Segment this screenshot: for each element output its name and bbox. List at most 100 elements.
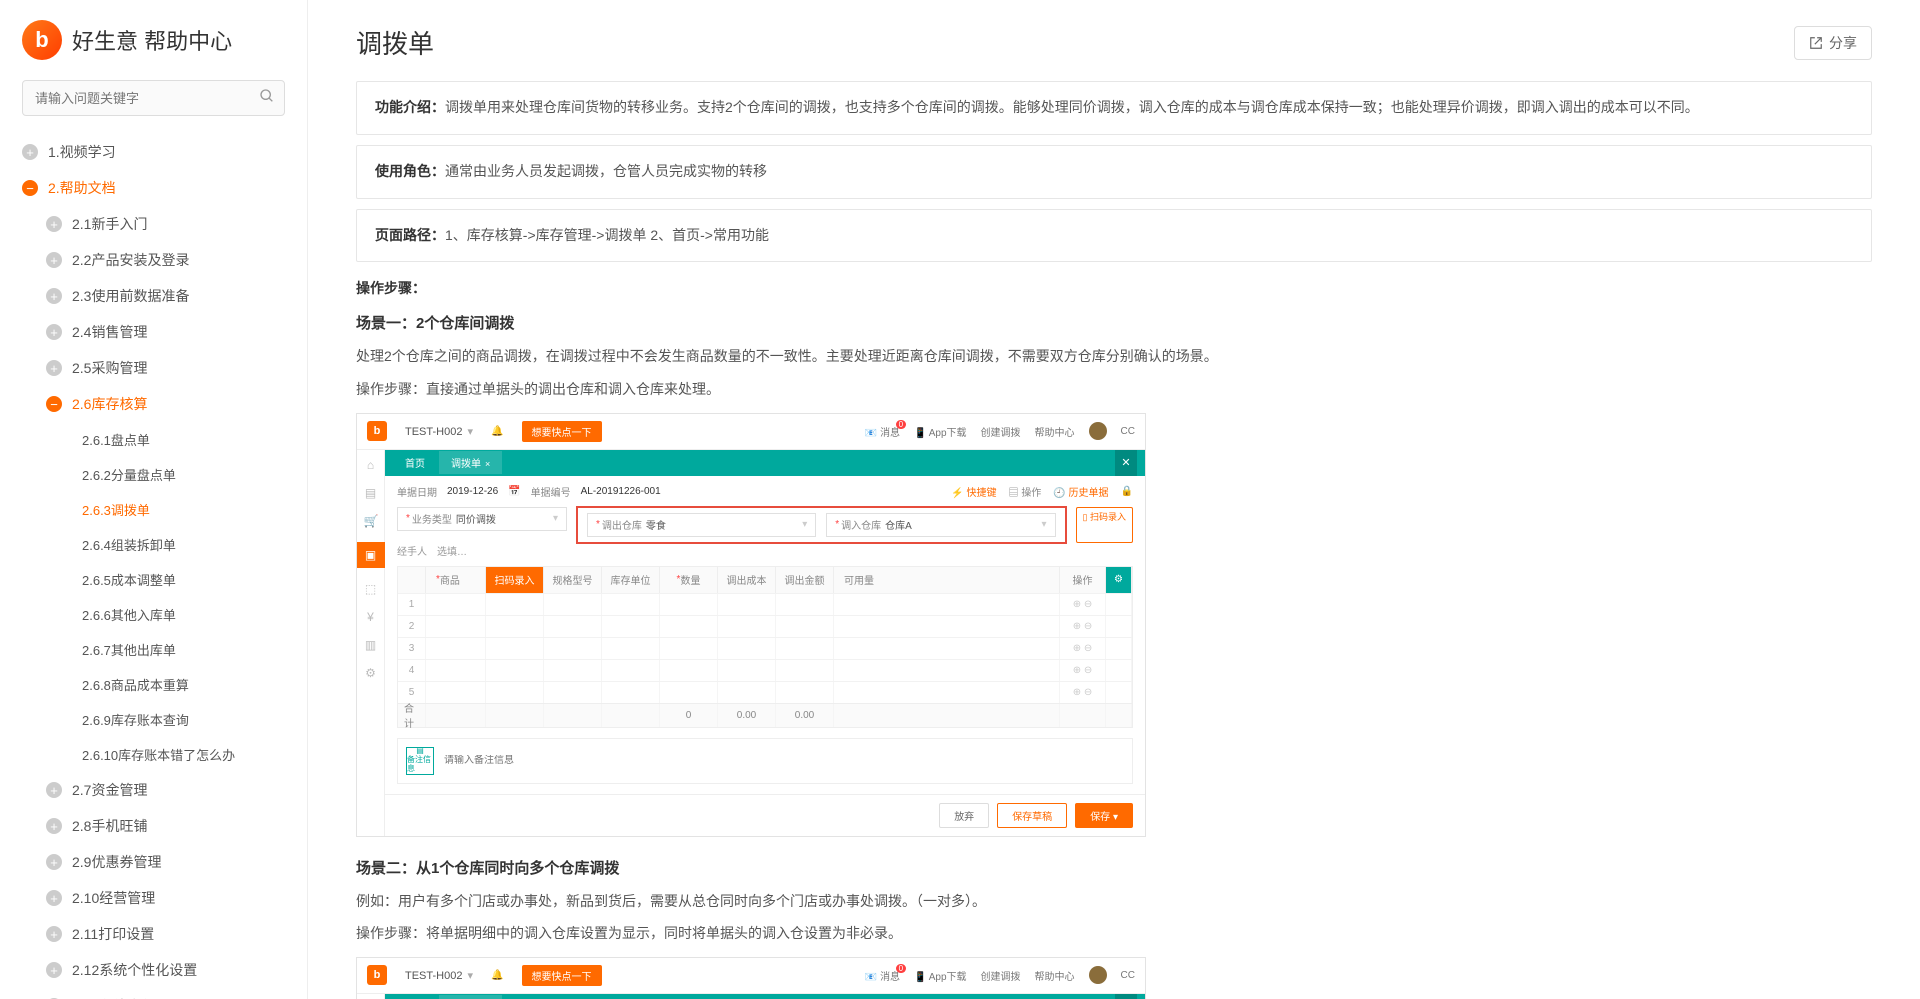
ss-link2: 帮助中心 <box>1035 424 1075 439</box>
ss-lock-icon: 🔒 <box>1121 486 1133 497</box>
ss-avatar-icon <box>1089 422 1107 440</box>
ss-rail-doc-icon: ▤ <box>364 486 378 500</box>
ss-discard-button: 放弃 <box>939 803 989 828</box>
ss-note-input <box>444 755 644 766</box>
ss-left-rail: ⌂ ▤ 🛒 ▣ ⬚ ¥ ▥ ⚙ <box>357 450 385 836</box>
ss-hist-link: 🕘 历史单据 <box>1053 484 1108 499</box>
ss-save-button: 保存 ▾ <box>1075 803 1133 828</box>
ss-biztype-field: *业务类型同价调拨▾ <box>397 507 567 531</box>
sidebar: b 好生意 帮助中心 +1.视频学习 −2.帮助文档 +2.1新手入门 +2.2… <box>0 0 308 999</box>
ss-table: *商品 扫码录入 规格型号 库存单位 *数量 调出成本 调出金额 可用量 操作 … <box>397 566 1133 728</box>
ss-note-icon: ▤备注信息 <box>406 747 434 775</box>
ss-msg-link: 📧 消息0 <box>865 424 900 439</box>
ss-warehouse-highlight: *调出仓库零食▾ *调入仓库仓库A▾ <box>577 507 1066 543</box>
ss-tabs-close-icon: ✕ <box>1115 450 1137 476</box>
ss-link1: 创建调拨 <box>981 424 1021 439</box>
ss-rail-box-icon: ⬚ <box>364 582 378 596</box>
ss-out-warehouse-field: *调出仓库零食▾ <box>587 513 816 537</box>
nav-2-3[interactable]: +2.3使用前数据准备 <box>0 278 307 314</box>
nav-help-docs[interactable]: −2.帮助文档 <box>0 170 307 206</box>
share-icon <box>1809 36 1823 50</box>
nav-2-6-7[interactable]: 2.6.7其他出库单 <box>0 632 307 667</box>
nav-2-6-1[interactable]: 2.6.1盘点单 <box>0 422 307 457</box>
search-icon[interactable] <box>259 88 275 107</box>
ss-company: TEST-H002 ▾ <box>405 425 473 438</box>
ss-date-label: 单据日期 <box>397 484 437 499</box>
ss-quick-link: ⚡ 快捷键 <box>951 484 996 499</box>
nav-2-6-5[interactable]: 2.6.5成本调整单 <box>0 562 307 597</box>
nav-2-6[interactable]: −2.6库存核算 <box>0 386 307 422</box>
nav-2-1[interactable]: +2.1新手入门 <box>0 206 307 242</box>
nav-2-2[interactable]: +2.2产品安装及登录 <box>0 242 307 278</box>
nav-2-6-8[interactable]: 2.6.8商品成本重算 <box>0 667 307 702</box>
nav-2-11[interactable]: +2.11打印设置 <box>0 916 307 952</box>
ss-rail-money-icon: ¥ <box>364 610 378 624</box>
search-input[interactable] <box>22 80 285 116</box>
scenario1-title: 场景一：2个仓库间调拨 <box>356 312 1872 333</box>
ss-rail-active-icon: ▣ <box>357 542 385 568</box>
path-box: 页面路径：1、库存核算->库存管理->调拨单 2、首页->常用功能 <box>356 209 1872 263</box>
brand-logo-icon: b <box>22 20 62 60</box>
path-text: 1、库存核算->库存管理->调拨单 2、首页->常用功能 <box>445 227 769 243</box>
nav-2-5[interactable]: +2.5采购管理 <box>0 350 307 386</box>
screenshot-2: b TEST-H002 ▾ 🔔 想要快点一下 📧 消息0 📱 App下载 创建调… <box>356 957 1146 999</box>
scenario2-p1: 例如：用户有多个门店或办事处，新品到货后，需要从总仓同时向多个门店或办事处调拨。… <box>356 888 1872 915</box>
nav-2-7[interactable]: +2.7资金管理 <box>0 772 307 808</box>
ss-table-row: 1⊕ ⊖ <box>398 593 1132 615</box>
ss-handler-label: 经手人 <box>397 543 427 558</box>
main-content: 调拨单 分享 功能介绍：调拨单用来处理仓库间货物的转移业务。支持2个仓库间的调拨… <box>308 0 1920 999</box>
scenario2-title: 场景二：从1个仓库同时向多个仓库调拨 <box>356 857 1872 878</box>
ss-op-link: ▤ 操作 <box>1009 484 1042 499</box>
search-box <box>22 80 285 116</box>
page-title: 调拨单 <box>356 24 434 61</box>
ss-tabs: 首页 调拨单× ✕ <box>385 450 1145 476</box>
ss-table-row: 5⊕ ⊖ <box>398 681 1132 703</box>
screenshot-1: b TEST-H002 ▾ 🔔 想要快点一下 📧 消息0 📱 App下载 创建调… <box>356 413 1146 837</box>
ss-logo-icon: b <box>367 421 387 441</box>
nav-2-8[interactable]: +2.8手机旺铺 <box>0 808 307 844</box>
nav-2-6-3[interactable]: 2.6.3调拨单 <box>0 492 307 527</box>
intro-text: 调拨单用来处理仓库间货物的转移业务。支持2个仓库间的调拨，也支持多个仓库间的调拨… <box>445 99 1699 115</box>
ss-table-row: 2⊕ ⊖ <box>398 615 1132 637</box>
nav-2-6-2[interactable]: 2.6.2分量盘点单 <box>0 457 307 492</box>
ss-date-value: 2019-12-26 <box>447 486 498 497</box>
nav-2-12[interactable]: +2.12系统个性化设置 <box>0 952 307 988</box>
nav-2-13[interactable]: +2.13在线支付 <box>0 988 307 999</box>
ss-bell-icon: 🔔 <box>491 426 503 437</box>
ss-code-label: 单据编号 <box>531 484 571 499</box>
scenario1-p2: 操作步骤：直接通过单据头的调出仓库和调入仓库来处理。 <box>356 376 1872 403</box>
brand-row: b 好生意 帮助中心 <box>0 20 307 80</box>
ss-rail-home-icon: ⌂ <box>364 458 378 472</box>
scenario2-p2: 操作步骤：将单据明细中的调入仓库设置为显示，同时将单据头的调入仓设置为非必录。 <box>356 920 1872 947</box>
intro-label: 功能介绍： <box>375 99 445 115</box>
nav-2-6-10[interactable]: 2.6.10库存账本错了怎么办 <box>0 737 307 772</box>
ss2-logo-icon: b <box>367 965 387 985</box>
steps-heading: 操作步骤： <box>356 278 1872 298</box>
ss-rail-cart-icon: 🛒 <box>364 514 378 528</box>
role-box: 使用角色：通常由业务人员发起调拨，仓管人员完成实物的转移 <box>356 145 1872 199</box>
ss-scan-button: ▯ 扫码录入 <box>1076 507 1133 543</box>
ss-code-value: AL-20191226-001 <box>581 486 661 497</box>
share-button[interactable]: 分享 <box>1794 26 1872 60</box>
nav-2-6-6[interactable]: 2.6.6其他入库单 <box>0 597 307 632</box>
ss-table-row: 4⊕ ⊖ <box>398 659 1132 681</box>
nav-2-10[interactable]: +2.10经营管理 <box>0 880 307 916</box>
nav-2-9[interactable]: +2.9优惠券管理 <box>0 844 307 880</box>
nav-video-learning[interactable]: +1.视频学习 <box>0 134 307 170</box>
nav-2-6-9[interactable]: 2.6.9库存账本查询 <box>0 702 307 737</box>
ss-tab-home: 首页 <box>393 451 437 474</box>
role-text: 通常由业务人员发起调拨，仓管人员完成实物的转移 <box>445 163 767 179</box>
ss2-company: TEST-H002 ▾ <box>405 969 473 982</box>
nav-2-4[interactable]: +2.4销售管理 <box>0 314 307 350</box>
ss-try-button: 想要快点一下 <box>522 421 602 442</box>
role-label: 使用角色： <box>375 163 445 179</box>
ss-table-gear-icon: ⚙ <box>1106 567 1132 593</box>
intro-box: 功能介绍：调拨单用来处理仓库间货物的转移业务。支持2个仓库间的调拨，也支持多个仓… <box>356 81 1872 135</box>
ss-rail-gear-icon: ⚙ <box>364 666 378 680</box>
scenario1-p1: 处理2个仓库之间的商品调拨，在调拨过程中不会发生商品数量的不一致性。主要处理近距… <box>356 343 1872 370</box>
ss-table-row: 3⊕ ⊖ <box>398 637 1132 659</box>
ss-user: CC <box>1121 426 1135 437</box>
brand-title: 好生意 帮助中心 <box>72 24 232 56</box>
ss-tab-doc: 调拨单× <box>439 451 502 474</box>
nav-2-6-4[interactable]: 2.6.4组装拆卸单 <box>0 527 307 562</box>
